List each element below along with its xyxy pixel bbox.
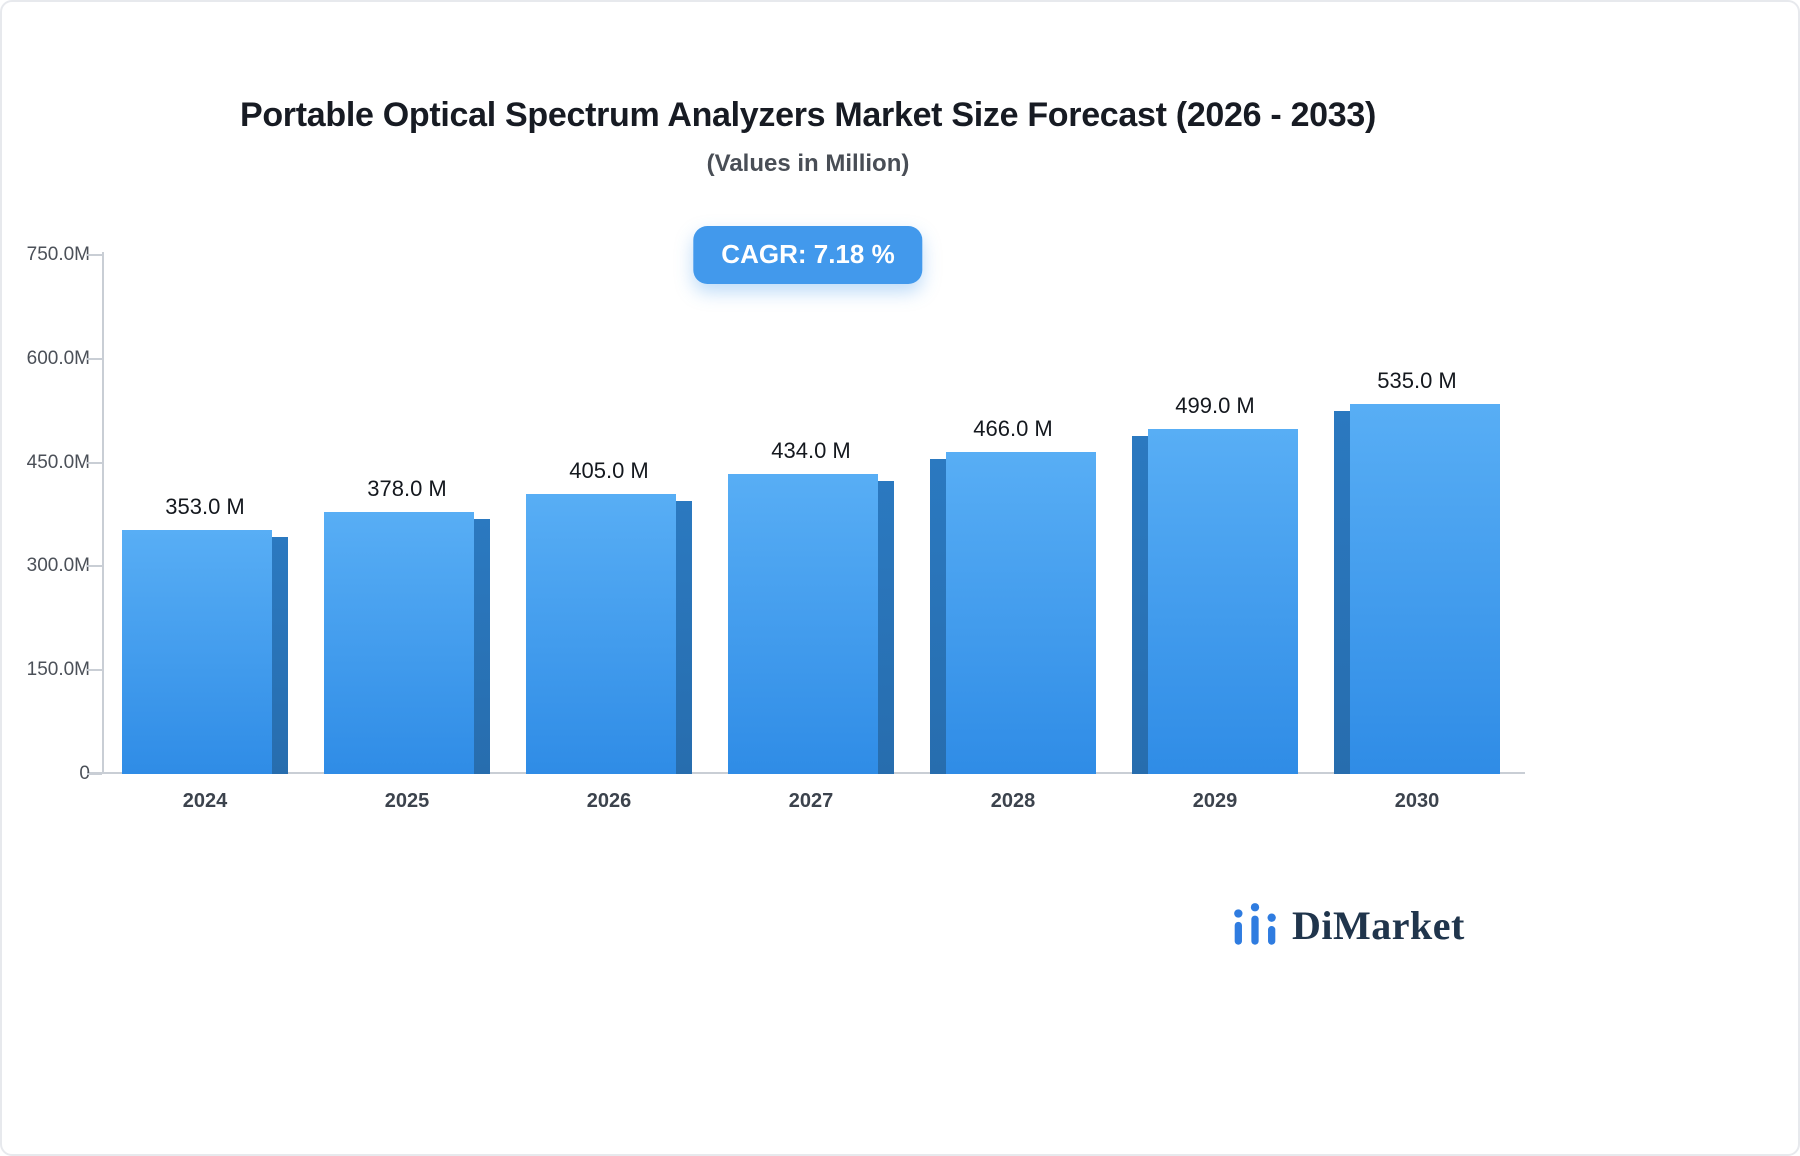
bar-group-2025: 378.0 M bbox=[306, 255, 508, 774]
x-axis-label-2028: 2028 bbox=[990, 790, 1036, 812]
bar-chart-icon bbox=[1234, 902, 1276, 945]
plot-area: 353.0 M 378.0 M 405.0 M 434.0 M 466.0 M 499.0… bbox=[104, 255, 1518, 774]
bar-2027[interactable]: 434.0 M bbox=[728, 438, 894, 774]
y-tick-mark bbox=[87, 357, 102, 360]
x-axis-label-2029: 2029 bbox=[1192, 790, 1238, 812]
brand-name: DiMarket bbox=[1292, 903, 1465, 948]
bar-2029[interactable]: 499.0 M bbox=[1132, 393, 1298, 774]
bar-value-label: 405.0 M bbox=[569, 458, 649, 483]
bar-2024[interactable]: 353.0 M bbox=[122, 494, 288, 774]
bar-2026[interactable]: 405.0 M bbox=[526, 458, 692, 774]
bar-front-face bbox=[122, 530, 272, 774]
y-tick-mark bbox=[87, 461, 102, 464]
bar-value-label: 353.0 M bbox=[165, 494, 245, 519]
bar-side-face bbox=[272, 537, 288, 774]
y-tick-label: 750.0M bbox=[26, 244, 90, 265]
y-tick-label: 300.0M bbox=[26, 555, 90, 577]
bar-group-2026: 405.0 M bbox=[508, 255, 710, 774]
chart-subtitle: (Values in Million) bbox=[706, 150, 910, 177]
bar-front-face bbox=[728, 474, 878, 774]
y-tick-label: 600.0M bbox=[26, 347, 90, 369]
x-axis-label-2030: 2030 bbox=[1394, 790, 1440, 812]
y-tick-label: 0 bbox=[79, 763, 90, 784]
y-axis-line bbox=[102, 252, 104, 774]
bar-front-face bbox=[1350, 404, 1500, 774]
bar-group-2028: 466.0 M bbox=[912, 255, 1114, 774]
cagr-badge: CAGR: 7.18 % bbox=[693, 226, 923, 284]
y-tick-mark bbox=[87, 565, 102, 568]
x-axis: 2024 2025 2026 2027 2028 2029 2030 bbox=[104, 790, 1518, 813]
bar-value-label: 466.0 M bbox=[973, 416, 1053, 441]
x-axis-label-2026: 2026 bbox=[586, 790, 632, 812]
chart-title: Portable Optical Spectrum Analyzers Mark… bbox=[239, 96, 1377, 134]
bar-value-label: 535.0 M bbox=[1377, 368, 1457, 393]
bar-2030[interactable]: 535.0 M bbox=[1334, 368, 1500, 774]
x-axis-label-2025: 2025 bbox=[384, 790, 430, 812]
y-tick-mark bbox=[87, 254, 102, 256]
bar-value-label: 378.0 M bbox=[367, 476, 447, 501]
bar-group-2024: 353.0 M bbox=[104, 255, 306, 774]
bar-side-face bbox=[474, 519, 490, 774]
y-tick-label: 150.0M bbox=[26, 659, 90, 681]
bar-2025[interactable]: 378.0 M bbox=[324, 476, 490, 774]
bar-group-2027: 434.0 M bbox=[710, 255, 912, 774]
x-axis-label-2024: 2024 bbox=[182, 790, 228, 812]
bar-front-face bbox=[946, 452, 1096, 774]
bar-2028[interactable]: 466.0 M bbox=[930, 416, 1096, 774]
bar-front-face bbox=[526, 494, 676, 774]
y-tick-mark bbox=[87, 773, 102, 775]
y-tick-mark bbox=[87, 669, 102, 672]
bar-value-label: 434.0 M bbox=[771, 438, 851, 463]
bar-side-face bbox=[930, 459, 946, 774]
bar-value-label: 499.0 M bbox=[1175, 393, 1255, 418]
bar-side-face bbox=[1132, 436, 1148, 774]
brand-logo: DiMarket bbox=[1230, 902, 1465, 949]
bar-front-face bbox=[1148, 429, 1298, 774]
bar-front-face bbox=[324, 512, 474, 774]
cagr-label: CAGR: 7.18 % bbox=[721, 239, 895, 269]
bar-side-face bbox=[878, 481, 894, 774]
bar-side-face bbox=[676, 501, 692, 774]
x-axis-label-2027: 2027 bbox=[788, 790, 834, 812]
bar-side-face bbox=[1334, 411, 1350, 774]
bar-group-2029: 499.0 M bbox=[1114, 255, 1316, 774]
y-tick-label: 450.0M bbox=[26, 451, 90, 473]
bar-group-2030: 535.0 M bbox=[1316, 255, 1518, 774]
